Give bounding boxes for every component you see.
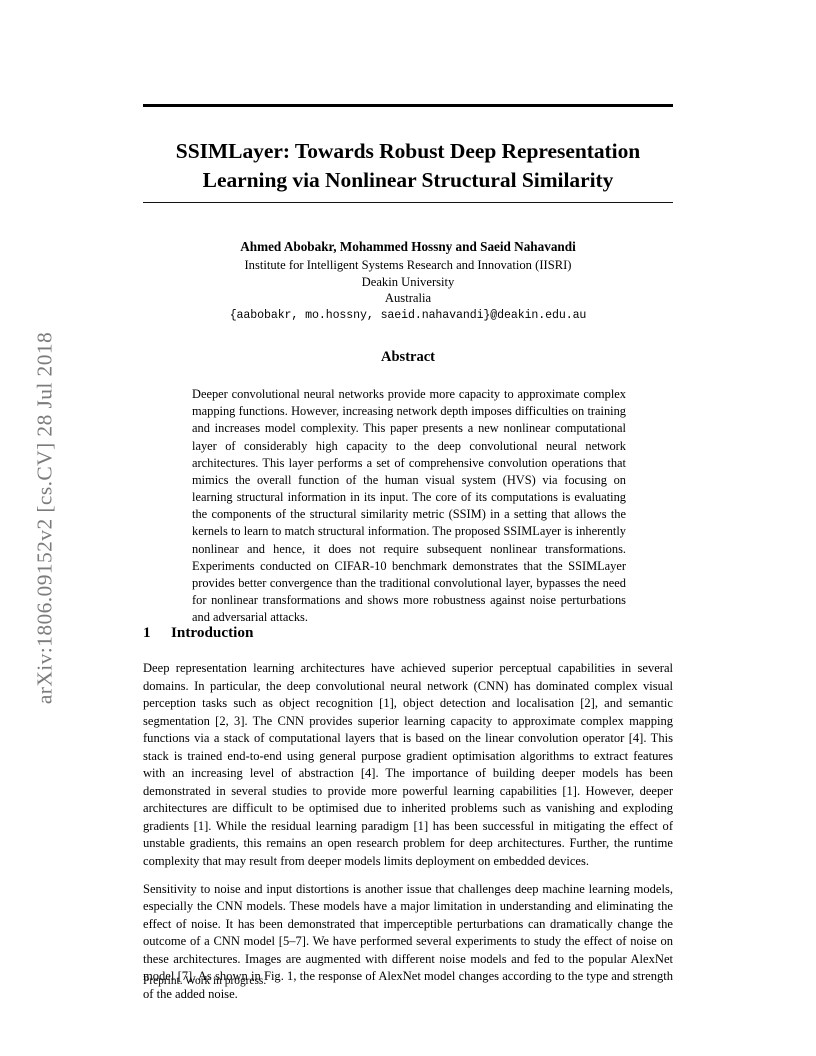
- section-heading-introduction: 1 Introduction: [143, 624, 673, 642]
- paragraph: Sensitivity to noise and input distortio…: [143, 881, 673, 1001]
- abstract-heading: Abstract: [381, 349, 435, 365]
- author-names: Ahmed Abobakr, Mohammed Hossny and Saeid…: [240, 239, 576, 254]
- author-block: Ahmed Abobakr, Mohammed Hossny and Saeid…: [143, 238, 673, 323]
- page-title: SSIMLayer: Towards Robust Deep Represent…: [143, 137, 673, 194]
- affiliation-institute: Institute for Intelligent Systems Resear…: [244, 258, 572, 273]
- introduction-body: Deep representation learning architectur…: [143, 660, 673, 1014]
- arxiv-stamp-text: arXiv:1806.09152v2 [cs.CV] 28 Jul 2018: [32, 331, 57, 705]
- arxiv-stamp: arXiv:1806.09152v2 [cs.CV] 28 Jul 2018: [0, 0, 90, 1056]
- title-top-rule: [143, 104, 673, 107]
- paragraph: Deep representation learning architectur…: [143, 661, 673, 868]
- paper-page: SSIMLayer: Towards Robust Deep Represent…: [143, 0, 673, 1056]
- page-title-line-2: Learning via Nonlinear Structural Simila…: [202, 167, 614, 192]
- affiliation-country: Australia: [384, 290, 432, 305]
- section-number: 1: [143, 624, 151, 641]
- affiliation-university: Deakin University: [361, 274, 455, 289]
- footer-note: Preprint. Work in progress.: [143, 975, 267, 987]
- page-title-line-1: SSIMLayer: Towards Robust Deep Represent…: [175, 139, 641, 164]
- title-bottom-rule: [143, 202, 673, 204]
- author-email: {aabobakr, mo.hossny, saeid.nahavandi}@d…: [229, 309, 587, 323]
- section-title: Introduction: [171, 624, 254, 641]
- abstract-body: Deeper convolutional neural networks pro…: [192, 387, 626, 625]
